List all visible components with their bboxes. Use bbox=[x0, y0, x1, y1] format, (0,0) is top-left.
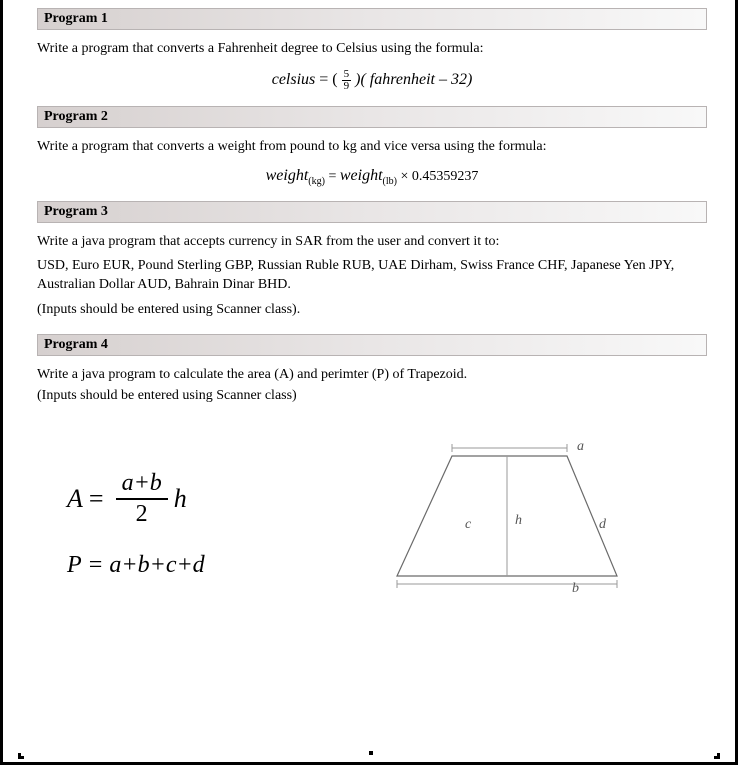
program-3-section: Program 3 Write a java program that acce… bbox=[37, 201, 707, 321]
trapezoid-diagram: a b c d h bbox=[357, 416, 707, 616]
program-4-formulas: A = a+b 2 h P = a+b+c+d bbox=[37, 453, 327, 578]
program-3-text2: USD, Euro EUR, Pound Sterling GBP, Russi… bbox=[37, 257, 707, 295]
area-A: A bbox=[67, 484, 83, 514]
area-num: a+b bbox=[116, 471, 168, 500]
area-den: 2 bbox=[116, 500, 168, 527]
f2-rhs: weight bbox=[340, 167, 383, 184]
trapezoid-svg: a b c d h bbox=[357, 416, 657, 606]
f2-lhs-sub: (kg) bbox=[308, 176, 325, 187]
program-3-header: Program 3 bbox=[37, 201, 707, 223]
area-frac: a+b 2 bbox=[116, 471, 168, 527]
f2-mult: × 0.45359237 bbox=[400, 169, 478, 184]
f1-rhs: )( fahrenheit – 32) bbox=[355, 71, 472, 88]
program-1-formula: celsius = ( 5 9 )( fahrenheit – 32) bbox=[37, 69, 707, 92]
program-4-header: Program 4 bbox=[37, 334, 707, 356]
area-eq: = bbox=[89, 484, 104, 514]
program-2-header: Program 2 bbox=[37, 106, 707, 128]
label-h: h bbox=[515, 513, 522, 528]
f2-rhs-sub: (lb) bbox=[383, 176, 397, 187]
area-formula: A = a+b 2 h bbox=[67, 471, 327, 527]
f2-lhs: weight bbox=[266, 167, 309, 184]
program-4-content-row: A = a+b 2 h P = a+b+c+d bbox=[37, 416, 707, 616]
label-b: b bbox=[572, 581, 579, 596]
program-4-section: Program 4 Write a java program to calcul… bbox=[37, 334, 707, 616]
program-3-text1: Write a java program that accepts curren… bbox=[37, 233, 707, 252]
program-2-formula: weight(kg) = weight(lb) × 0.45359237 bbox=[37, 167, 707, 187]
area-h: h bbox=[174, 484, 187, 514]
document-page: Program 1 Write a program that converts … bbox=[0, 0, 738, 765]
f1-eq: = ( bbox=[319, 71, 337, 88]
label-d: d bbox=[599, 517, 607, 532]
program-1-section: Program 1 Write a program that converts … bbox=[37, 8, 707, 92]
f2-eq: = bbox=[328, 169, 339, 184]
program-4-text1: Write a java program to calculate the ar… bbox=[37, 366, 707, 385]
f1-frac: 5 9 bbox=[342, 69, 352, 92]
f1-den: 9 bbox=[342, 81, 352, 92]
f1-lhs: celsius bbox=[272, 71, 316, 88]
program-2-section: Program 2 Write a program that converts … bbox=[37, 106, 707, 187]
page-center-dot bbox=[369, 751, 373, 755]
program-1-text: Write a program that converts a Fahrenhe… bbox=[37, 40, 707, 59]
frame-corner-right bbox=[714, 753, 720, 759]
frame-corner-left bbox=[18, 753, 24, 759]
program-1-header: Program 1 bbox=[37, 8, 707, 30]
label-a: a bbox=[577, 439, 584, 454]
program-2-text: Write a program that converts a weight f… bbox=[37, 138, 707, 157]
program-4-text2: (Inputs should be entered using Scanner … bbox=[37, 387, 707, 406]
label-c: c bbox=[465, 517, 472, 532]
perimeter-formula: P = a+b+c+d bbox=[67, 552, 327, 579]
program-3-text3: (Inputs should be entered using Scanner … bbox=[37, 301, 707, 320]
